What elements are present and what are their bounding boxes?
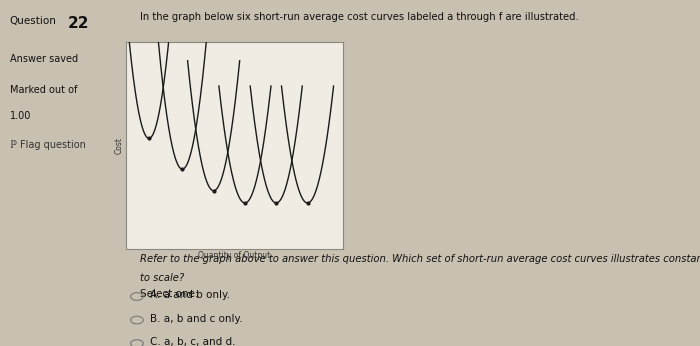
Text: Question: Question bbox=[10, 16, 57, 26]
Text: 22: 22 bbox=[67, 16, 89, 30]
Text: C. a, b, c, and d.: C. a, b, c, and d. bbox=[150, 337, 236, 346]
Text: B. a, b and c only.: B. a, b and c only. bbox=[150, 314, 243, 324]
Text: A. a and b only.: A. a and b only. bbox=[150, 290, 230, 300]
Text: to scale?: to scale? bbox=[140, 273, 184, 283]
Text: ℙ Flag question: ℙ Flag question bbox=[10, 140, 85, 150]
Y-axis label: Cost: Cost bbox=[115, 137, 124, 154]
Text: Refer to the graph above to answer this question. Which set of short-run average: Refer to the graph above to answer this … bbox=[140, 254, 700, 264]
Text: In the graph below six short-run average cost curves labeled a through f are ill: In the graph below six short-run average… bbox=[140, 12, 579, 22]
Text: Select one:: Select one: bbox=[140, 289, 198, 299]
Text: Answer saved: Answer saved bbox=[10, 54, 78, 64]
Text: Marked out of: Marked out of bbox=[10, 85, 77, 95]
X-axis label: Quantity of Output: Quantity of Output bbox=[198, 251, 271, 260]
Text: 1.00: 1.00 bbox=[10, 111, 32, 121]
